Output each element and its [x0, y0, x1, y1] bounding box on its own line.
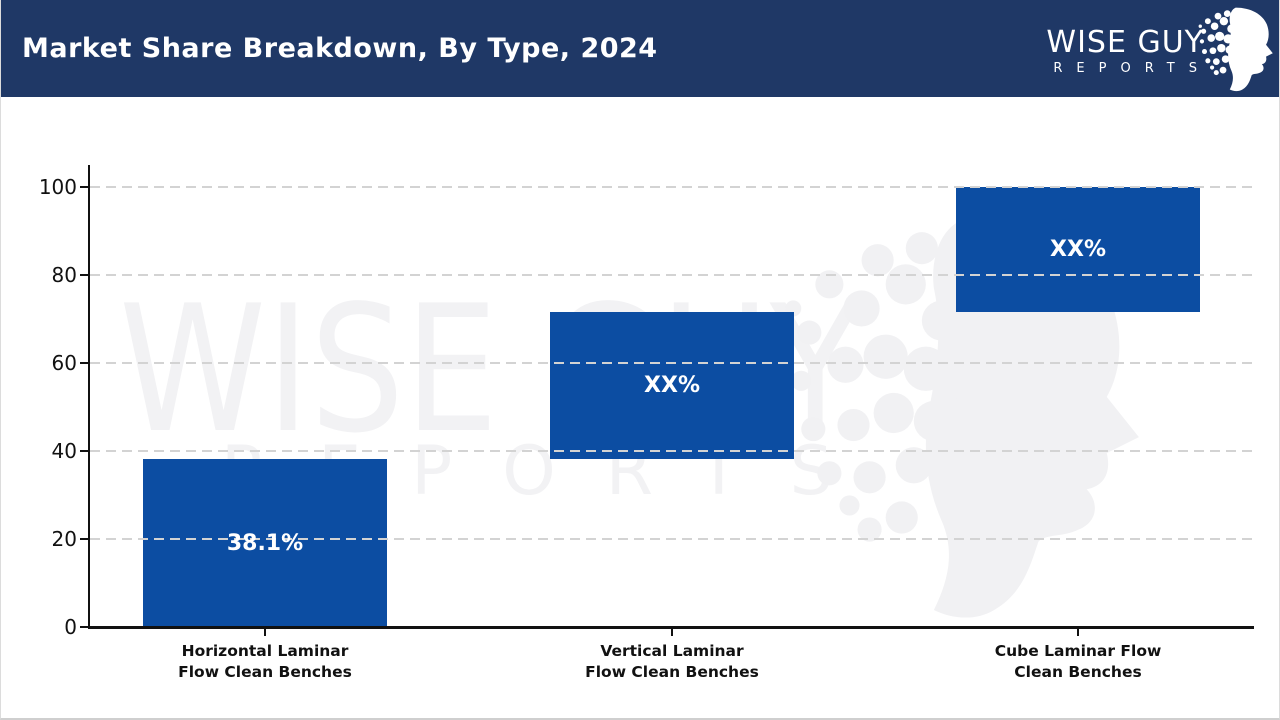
y-axis-tick	[80, 186, 88, 188]
wiseguy-logo-text: WISE GUY REPORTS	[1039, 26, 1211, 76]
y-tick-label: 20	[51, 527, 77, 551]
y-tick-label: 60	[51, 351, 77, 375]
x-axis-line	[88, 626, 1254, 629]
bar-value-label: 38.1%	[226, 530, 304, 556]
wiseguy-head-logo-icon	[1198, 7, 1273, 91]
y-axis-tick	[80, 274, 88, 276]
y-tick-label: 100	[38, 175, 77, 199]
x-axis-tick	[1077, 629, 1079, 636]
header-bar: Market Share Breakdown, By Type, 2024 WI…	[1, 0, 1279, 97]
category-label: Cube Laminar Flow Clean Benches	[994, 642, 1162, 681]
gridline	[90, 362, 1254, 364]
page-title: Market Share Breakdown, By Type, 2024	[22, 33, 658, 64]
bar-value-label: XX%	[644, 373, 700, 399]
y-tick-label: 80	[51, 263, 77, 287]
category-label: Vertical Laminar Flow Clean Benches	[585, 642, 759, 681]
wiseguy-brand-label: WISE GUY	[1046, 24, 1204, 60]
gridline	[90, 186, 1254, 188]
y-tick-label: 0	[64, 615, 77, 639]
y-tick-label: 40	[51, 439, 77, 463]
y-axis-tick	[80, 626, 88, 628]
x-axis-tick	[671, 629, 673, 636]
y-axis-tick	[80, 450, 88, 452]
gridline	[90, 274, 1254, 276]
gridline	[90, 450, 1254, 452]
wiseguy-logo: WISE GUY REPORTS	[1039, 6, 1273, 92]
bar-segment	[143, 459, 387, 627]
x-axis-tick	[264, 629, 266, 636]
bar-value-label: XX%	[1050, 236, 1106, 262]
y-axis-line	[88, 165, 90, 629]
wiseguy-reports-label: REPORTS	[1053, 60, 1211, 76]
y-axis-tick	[80, 362, 88, 364]
bar-segment	[956, 187, 1200, 312]
gridline	[90, 538, 1254, 540]
category-label: Horizontal Laminar Flow Clean Benches	[178, 642, 352, 681]
bar-segment	[550, 311, 794, 460]
y-axis-tick	[80, 538, 88, 540]
